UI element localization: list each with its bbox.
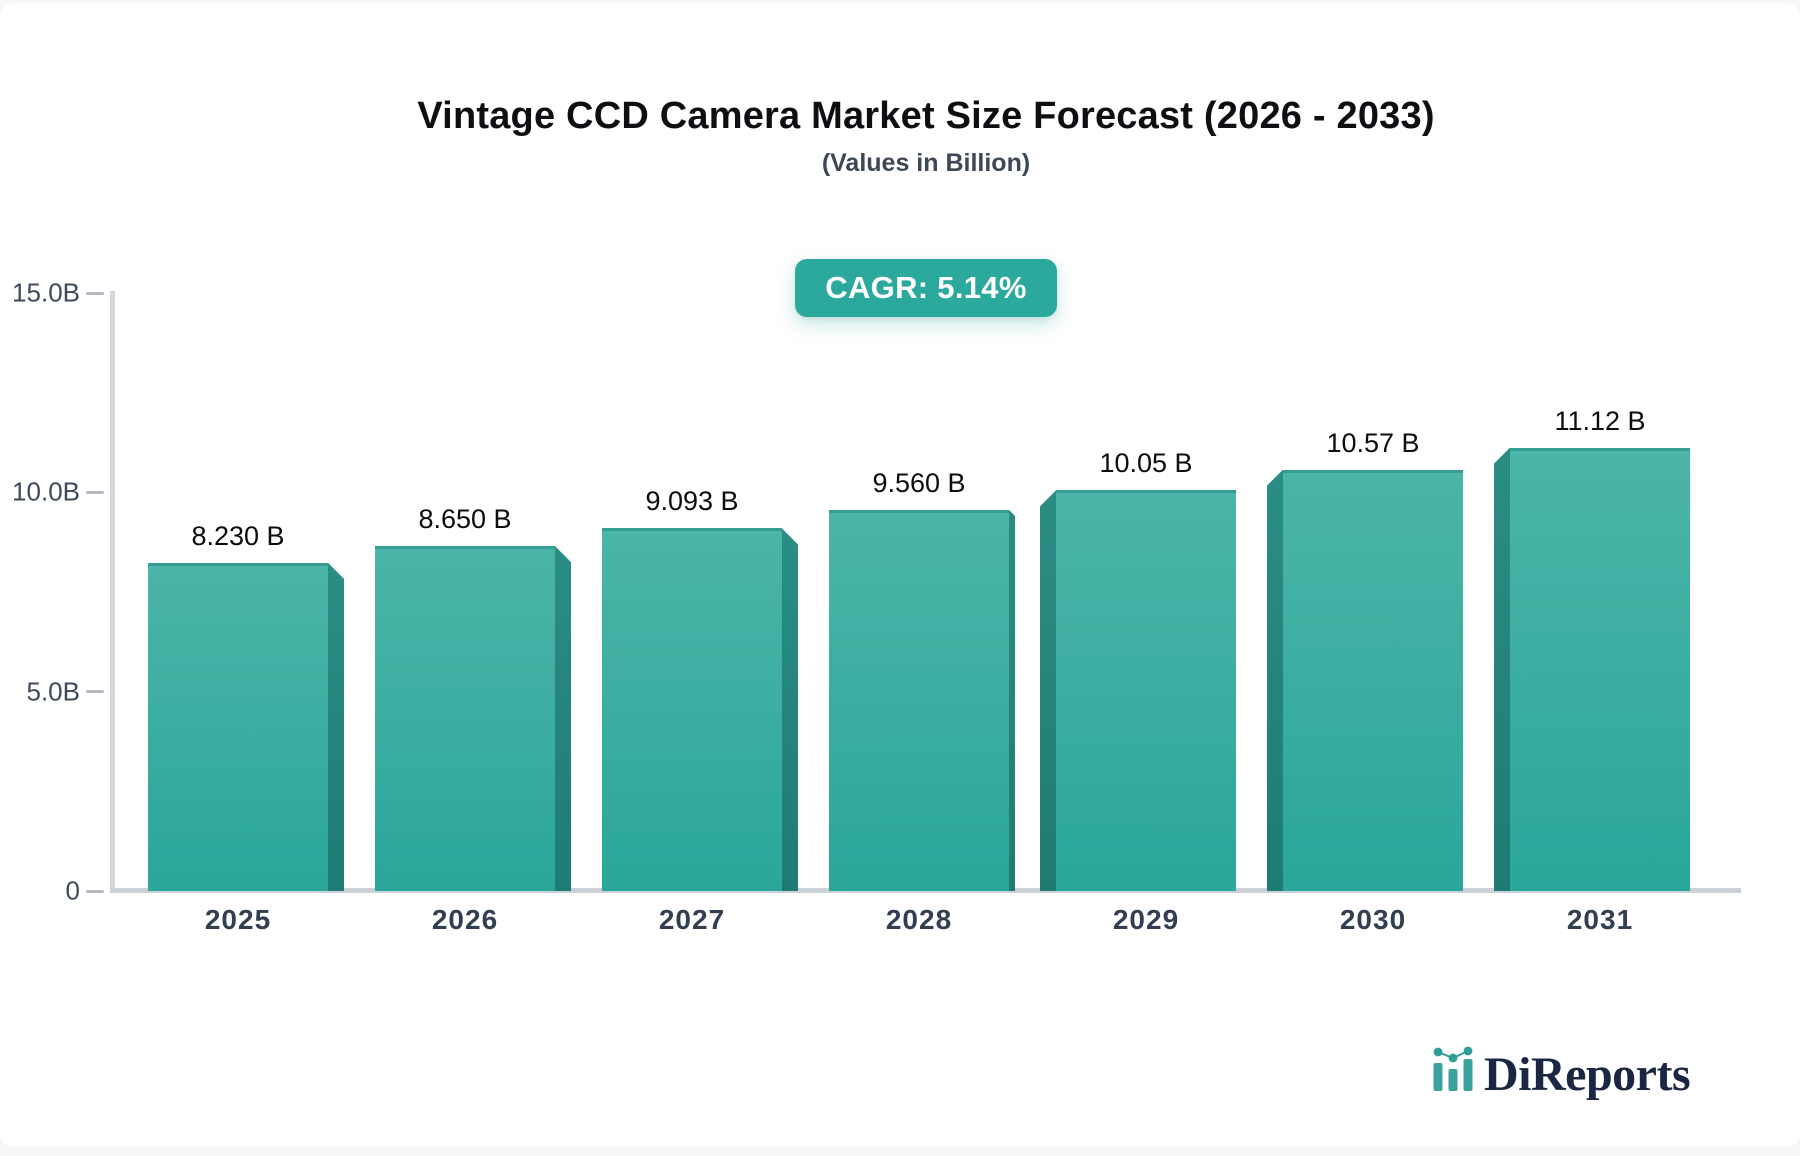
bar-2025: [148, 562, 328, 891]
x-axis-label-2029: 2029: [1112, 904, 1180, 935]
bar-value-label: 9.560 B: [872, 467, 966, 498]
x-axis-label-2031: 2031: [1566, 904, 1634, 935]
bar-side-shadow: [555, 546, 571, 891]
bar-2026: [375, 546, 555, 891]
y-tick-dash: [86, 690, 104, 694]
y-tick-dash: [86, 291, 104, 295]
brand-logo: DiReports: [1430, 1041, 1730, 1117]
y-tick-dash: [86, 490, 104, 494]
page-title: Vintage CCD Camera Market Size Forecast …: [417, 95, 1435, 137]
bar-side-shadow: [782, 528, 798, 891]
y-axis-line: [110, 291, 115, 891]
x-axis-label-2028: 2028: [885, 904, 953, 935]
bar-side-shadow: [1009, 509, 1015, 891]
x-axis-label-2030: 2030: [1339, 904, 1407, 935]
x-axis-label-2026: 2026: [431, 904, 499, 935]
bar-side-shadow: [328, 562, 344, 891]
y-tick-label: 0: [65, 875, 80, 906]
y-tick-label: 10.0B: [12, 476, 80, 507]
bar-2029: [1056, 490, 1236, 891]
y-tick-dash: [86, 889, 104, 893]
chart-card: Vintage CCD Camera Market Size Forecast …: [0, 3, 1800, 1147]
x-axis-label-2025: 2025: [204, 904, 272, 935]
y-tick-label: 15.0B: [12, 277, 80, 308]
bar-2030: [1283, 469, 1463, 891]
bar-value-label: 10.57 B: [1326, 427, 1420, 458]
brand-logo-icon: [1433, 1046, 1473, 1091]
bar-2027: [602, 528, 782, 891]
bar-side-shadow: [1040, 490, 1056, 891]
bar-2028: [829, 509, 1009, 891]
bar-value-label: 11.12 B: [1554, 405, 1646, 436]
bar-side-shadow: [1494, 447, 1510, 891]
cagr-badge: CAGR: 5.14%: [795, 259, 1057, 317]
x-axis-label-2027: 2027: [658, 904, 726, 935]
chart-subtitle: (Values in Billion): [821, 149, 1031, 177]
bar-value-label: 8.650 B: [418, 504, 512, 535]
bar-value-label: 8.230 B: [191, 520, 285, 551]
brand-logo-text: DiReports: [1484, 1048, 1691, 1101]
bar-value-label: 10.05 B: [1099, 448, 1193, 479]
bar-2031: [1510, 447, 1690, 891]
bar-side-shadow: [1267, 469, 1283, 891]
y-tick-label: 5.0B: [26, 676, 81, 707]
bar-value-label: 9.093 B: [645, 486, 739, 517]
